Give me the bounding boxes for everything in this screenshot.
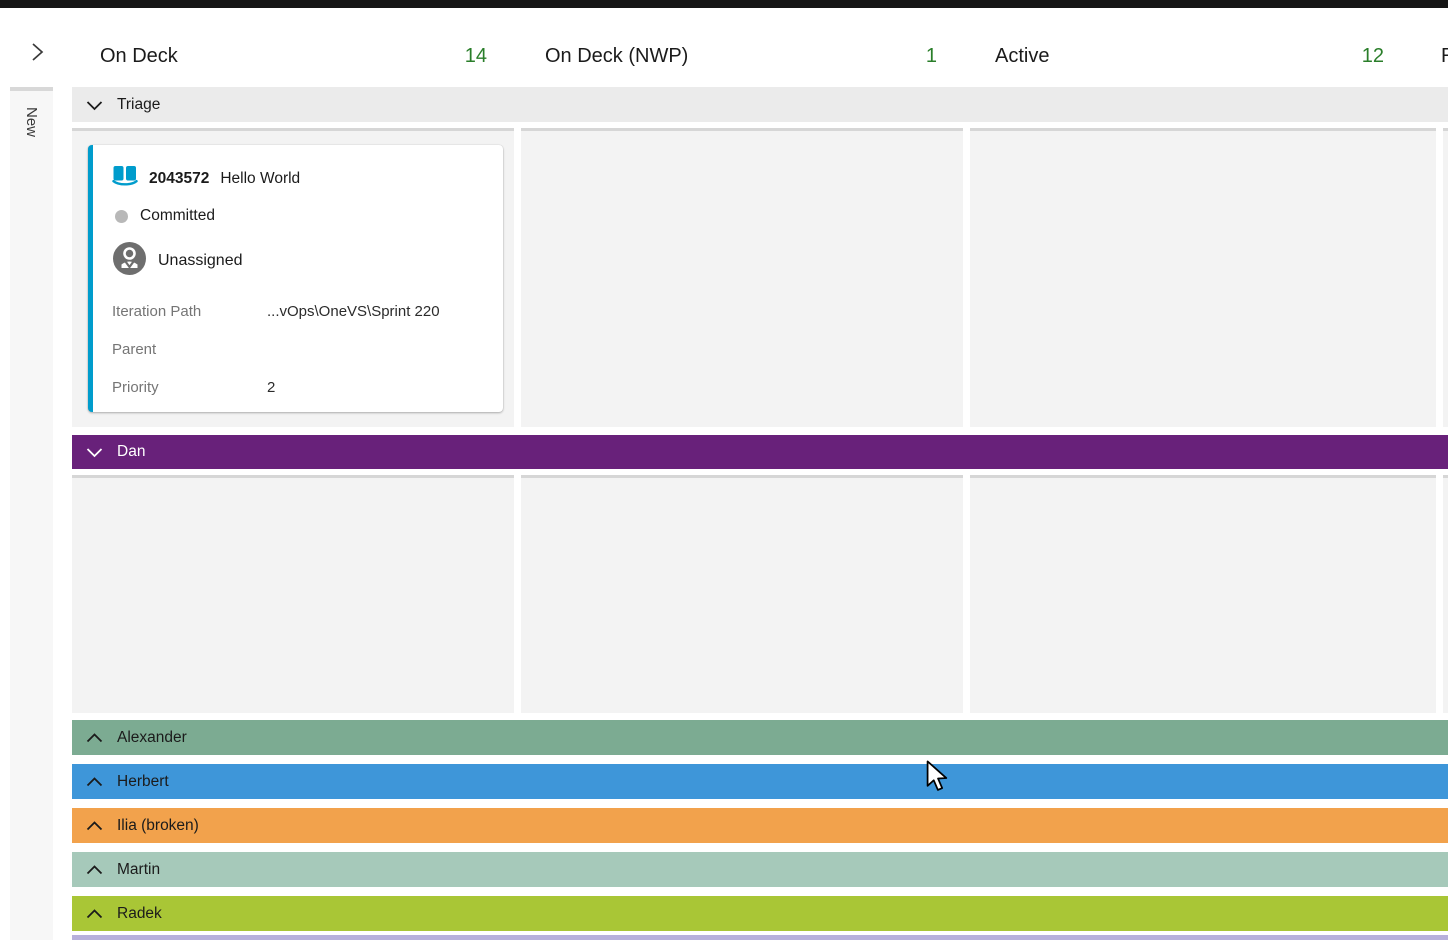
board-cell-triage-partial [1443,128,1448,427]
swimlane-label: Martin [117,860,161,878]
collapsed-column-new[interactable]: New [10,87,53,940]
chevron-right-icon [25,43,49,67]
card-assignee-row[interactable]: Unassigned [113,242,243,280]
swimlane-header-triage[interactable]: Triage [72,87,1448,122]
swimlane-label: Triage [117,95,161,113]
work-item-title[interactable]: Hello World [220,170,301,187]
board-cell-triage-active [970,128,1436,427]
field-row-priority: Priority 2 [112,368,440,406]
state-label: Committed [140,207,215,224]
board-cell-dan-ondeck-nwp [521,475,963,713]
assignee-label: Unassigned [158,252,243,269]
chevron-up-icon [86,775,103,789]
chevron-up-icon [86,731,103,745]
work-item-card[interactable]: 2043572 Hello World Committed Unassigned… [88,145,503,412]
swimlane-header-radek[interactable]: Radek [72,896,1448,931]
field-label: Iteration Path [112,302,202,320]
field-value: 2 [267,378,276,396]
field-label: Priority [112,378,159,396]
swimlane-header-alexander[interactable]: Alexander [72,720,1448,755]
expand-panel-button[interactable] [24,40,50,66]
column-header-ondeck-nwp: On Deck (NWP) [545,45,689,67]
column-header-partial: R [1441,42,1448,70]
chevron-up-icon [86,907,103,921]
board-cell-triage-ondeck-nwp [521,128,963,427]
field-label: Parent [112,340,157,358]
column-count-ondeck: 14 [464,45,487,67]
top-black-bar [0,0,1448,8]
state-dot-icon [115,209,128,223]
swimlane-label: Dan [117,443,146,460]
chevron-down-icon [86,98,103,112]
column-header-active: Active [995,45,1050,67]
field-row-parent: Parent [112,330,440,368]
swimlane-header-partial[interactable] [72,935,1448,940]
board-cell-dan-active [970,475,1436,713]
swimlane-label: Ilia (broken) [117,816,199,834]
work-item-id: 2043572 [149,170,210,187]
avatar-unassigned-icon [113,242,146,280]
swimlane-header-dan[interactable]: Dan [72,435,1448,469]
book-icon [112,165,138,193]
card-fields: Iteration Path ...vOps\OneVS\Sprint 220 … [112,292,440,406]
swimlane-header-martin[interactable]: Martin [72,852,1448,887]
column-header-ondeck: On Deck [100,45,178,67]
chevron-up-icon [86,863,103,877]
swimlane-header-ilia[interactable]: Ilia (broken) [72,808,1448,843]
swimlane-label: Alexander [117,728,187,746]
chevron-down-icon [86,445,103,459]
field-row-iteration-path: Iteration Path ...vOps\OneVS\Sprint 220 [112,292,440,330]
card-state-row: Committed [115,207,215,225]
swimlane-label: Herbert [117,772,169,790]
swimlane-label: Radek [117,904,162,922]
column-count-ondeck-nwp: 1 [925,45,937,67]
chevron-up-icon [86,819,103,833]
collapsed-column-label: New [23,107,40,138]
swimlane-header-herbert[interactable]: Herbert [72,764,1448,799]
board-cell-dan-partial [1443,475,1448,713]
column-count-active: 12 [1361,45,1384,67]
card-title-row: 2043572 Hello World [112,165,300,193]
field-value: ...vOps\OneVS\Sprint 220 [267,302,440,320]
board-cell-dan-ondeck [72,475,514,713]
